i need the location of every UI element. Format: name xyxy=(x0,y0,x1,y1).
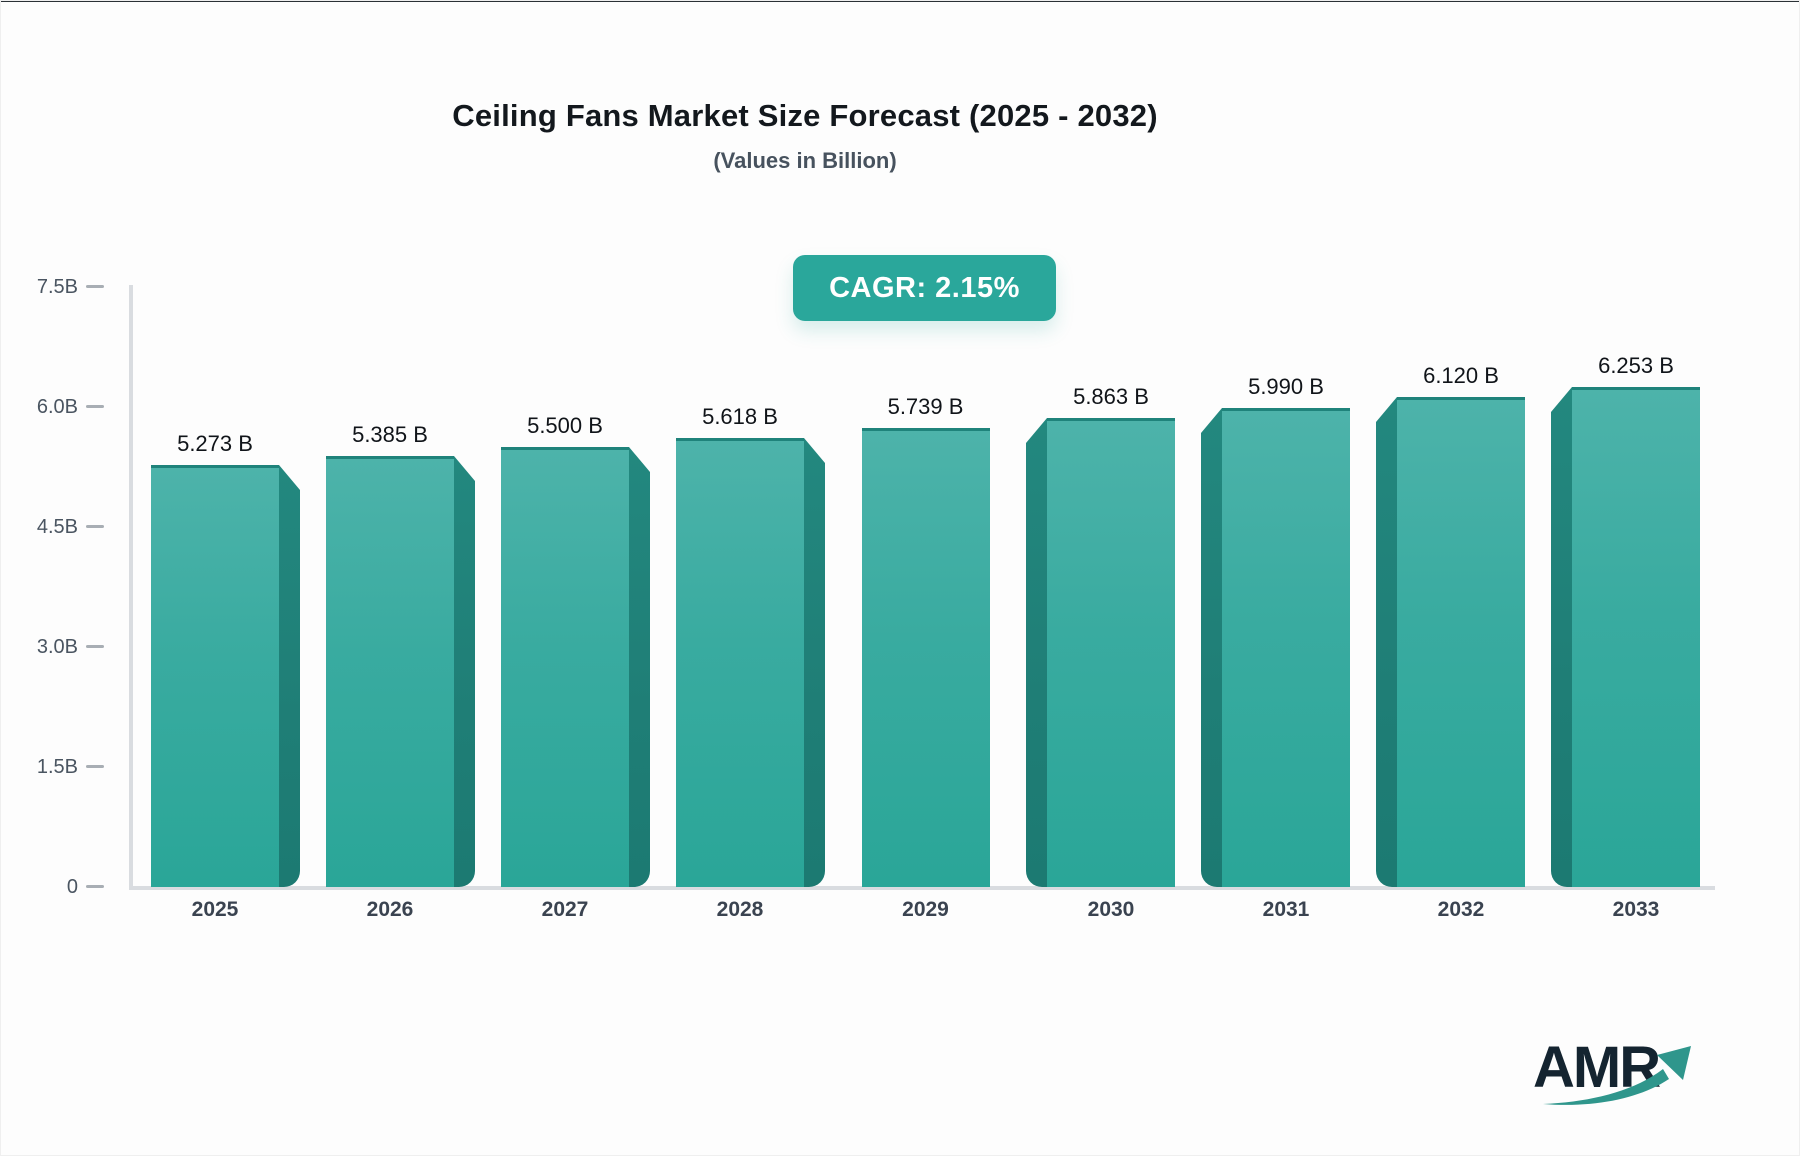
bar-side-face xyxy=(1201,408,1222,887)
bar-side-face xyxy=(629,447,650,887)
bar-2029: 5.739 B xyxy=(861,394,990,887)
bar-2026: 5.385 B xyxy=(326,422,475,887)
bar-face: 5.618 B xyxy=(676,404,804,887)
y-tick: 0 xyxy=(0,875,1800,899)
x-axis-label-2025: 2025 xyxy=(191,898,239,921)
bar-2030: 5.863 B xyxy=(1026,384,1175,887)
bar-slot: 6.253 B xyxy=(1538,353,1713,887)
bar-2032: 6.120 B xyxy=(1376,363,1525,887)
growth-arrow-icon xyxy=(1543,1046,1691,1105)
bar-face: 5.990 B xyxy=(1222,374,1350,887)
bar-slot: 5.990 B xyxy=(1188,374,1363,887)
y-tick: 1.5B xyxy=(0,755,1800,779)
bar-side-face xyxy=(279,465,300,887)
bar-side-face xyxy=(804,438,825,887)
y-tick-label: 0 xyxy=(66,876,78,898)
bar-2028: 5.618 B xyxy=(676,404,825,887)
bar-value-label: 5.618 B xyxy=(702,404,778,429)
chart-subtitle: (Values in Billion) xyxy=(713,148,897,173)
y-tick-mark xyxy=(86,645,104,648)
bar-face: 5.385 B xyxy=(326,422,454,887)
bar-face: 6.120 B xyxy=(1397,363,1525,887)
bar-2025: 5.273 B xyxy=(151,431,300,887)
y-tick-mark xyxy=(86,765,104,768)
bar-slot: 6.120 B xyxy=(1363,363,1538,887)
bar-slot: 5.863 B xyxy=(1013,384,1188,887)
y-tick: 6.0B xyxy=(0,395,1800,419)
bar-value-label: 6.120 B xyxy=(1423,363,1499,388)
x-axis-line xyxy=(129,886,1715,890)
x-axis-label-2028: 2028 xyxy=(716,898,764,921)
bar-value-label: 5.990 B xyxy=(1248,374,1324,399)
bar-slot: 5.500 B xyxy=(488,413,663,887)
bar-2027: 5.500 B xyxy=(501,413,650,887)
x-axis-label-2032: 2032 xyxy=(1437,898,1485,921)
y-tick-label: 3.0B xyxy=(36,636,78,658)
bar-side-face xyxy=(1376,397,1397,887)
bar-value-label: 5.739 B xyxy=(887,394,964,419)
bar-face: 5.500 B xyxy=(501,413,629,887)
bar-2033: 6.253 B xyxy=(1551,353,1700,887)
bar-value-label: 6.253 B xyxy=(1598,353,1674,378)
bar-value-label: 5.500 B xyxy=(527,413,603,438)
x-axis-label-2029: 2029 xyxy=(902,898,949,921)
y-tick-label: 1.5B xyxy=(36,756,78,778)
x-axis-label-2030: 2030 xyxy=(1087,898,1135,921)
y-tick-mark xyxy=(86,885,104,888)
bar-face: 5.863 B xyxy=(1047,384,1175,887)
x-axis-label-2033: 2033 xyxy=(1612,898,1660,921)
bar-slot: 5.739 B xyxy=(838,394,1013,887)
y-tick: 4.5B xyxy=(0,515,1800,539)
y-tick-label: 7.5B xyxy=(36,276,78,298)
bar-value-label: 5.863 B xyxy=(1073,384,1149,409)
y-tick: 7.5B xyxy=(0,275,1800,299)
x-axis-label-2031: 2031 xyxy=(1262,898,1310,921)
bar-side-face xyxy=(1026,418,1047,887)
y-tick: 3.0B xyxy=(0,635,1800,659)
x-axis-label-2026: 2026 xyxy=(366,898,414,921)
bar-face: 6.253 B xyxy=(1572,353,1700,887)
y-tick-label: 4.5B xyxy=(36,516,78,538)
bar-side-face xyxy=(454,456,475,887)
y-tick-mark xyxy=(86,285,104,288)
bar-side-face xyxy=(1551,387,1572,887)
amr-logo: AMR xyxy=(1533,1030,1763,1120)
bar-value-label: 5.385 B xyxy=(352,422,428,447)
y-tick-mark xyxy=(86,405,104,408)
bar-slot: 5.385 B xyxy=(313,422,488,887)
y-tick-label: 6.0B xyxy=(36,396,78,418)
bar-face: 5.273 B xyxy=(151,431,279,887)
bar-face: 5.739 B xyxy=(861,394,990,887)
y-axis-line xyxy=(129,285,133,890)
x-axis-label-2027: 2027 xyxy=(541,898,589,921)
top-border-line xyxy=(0,0,1800,2)
bar-value-label: 5.273 B xyxy=(177,431,253,456)
bar-slot: 5.618 B xyxy=(663,404,838,887)
bar-slot: 5.273 B xyxy=(138,431,313,887)
cagr-badge: CAGR: 2.15% xyxy=(793,255,1056,321)
bar-2031: 5.990 B xyxy=(1201,374,1350,887)
chart-title: Ceiling Fans Market Size Forecast (2025 … xyxy=(452,98,1158,133)
y-tick-mark xyxy=(86,525,104,528)
